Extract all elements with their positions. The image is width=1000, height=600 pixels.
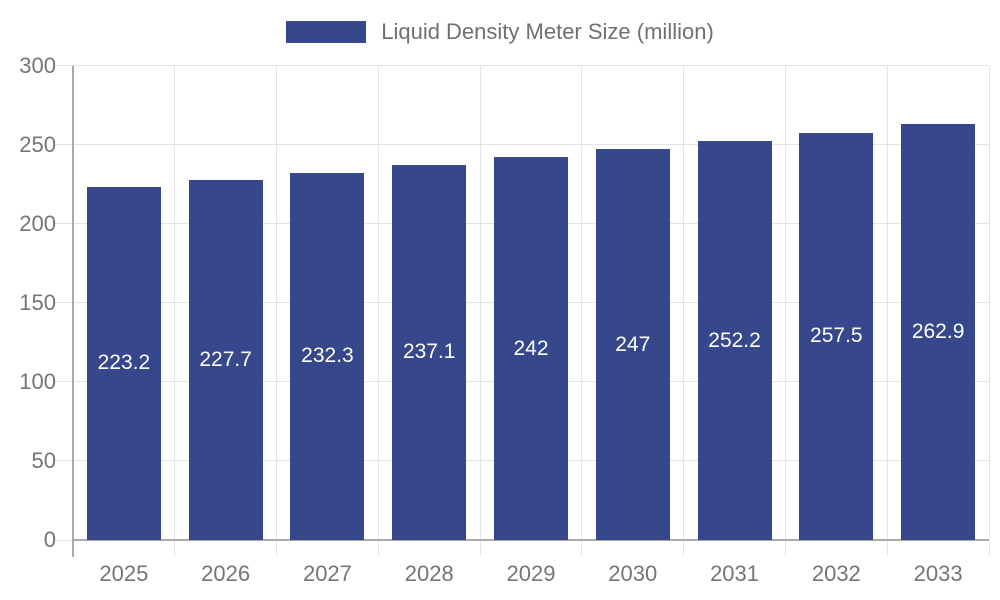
bar (188, 179, 263, 540)
bar-value-label: 237.1 (402, 340, 456, 364)
x-tick-label: 2033 (913, 561, 963, 586)
y-tick-label: 100 (19, 368, 56, 394)
x-tick-label: 2031 (710, 561, 760, 586)
gridline-v (988, 65, 990, 540)
axis-tick (479, 540, 481, 556)
axis-tick (784, 540, 786, 556)
axis-tick (174, 540, 176, 556)
x-tick-label: 2026 (201, 561, 251, 586)
bar-value-label: 262.9 (911, 320, 965, 344)
y-axis-line (72, 65, 74, 557)
x-axis-line (73, 539, 989, 541)
x-tick-label: 2029 (506, 561, 556, 586)
legend-label: Liquid Density Meter Size (million) (381, 19, 714, 44)
y-tick-label: 50 (31, 447, 56, 473)
bar (595, 149, 670, 540)
bar-value-label: 223.2 (97, 351, 151, 375)
y-tick-label: 250 (19, 131, 56, 157)
gridline-v (276, 65, 278, 540)
bar (799, 132, 874, 540)
legend: Liquid Density Meter Size (million) (0, 20, 1000, 44)
bar (86, 186, 161, 540)
gridline-v (886, 65, 888, 540)
bar-value-label: 252.2 (708, 328, 761, 352)
bar-value-label: 227.7 (199, 347, 252, 371)
axis-tick (683, 540, 685, 556)
gridline-h (55, 539, 73, 541)
gridline-v (479, 65, 481, 540)
gridline-v (784, 65, 786, 540)
bar (392, 164, 467, 540)
x-tick-label: 2032 (811, 561, 861, 586)
y-tick-label: 150 (19, 289, 56, 315)
bar-value-label: 242 (513, 336, 549, 360)
x-tick-label: 2030 (608, 561, 658, 586)
legend-swatch (286, 21, 367, 43)
axis-tick (988, 540, 990, 556)
x-tick-label: 2025 (99, 561, 149, 586)
gridline-h (55, 144, 989, 146)
bar-value-label: 247 (615, 332, 651, 356)
gridline-h (55, 65, 989, 66)
bar (290, 172, 365, 540)
y-tick-label: 0 (43, 527, 56, 552)
gridline-v (174, 65, 176, 540)
gridline-v (377, 65, 379, 540)
gridline-v (683, 65, 685, 540)
bar (901, 124, 976, 540)
bar-value-label: 257.5 (810, 324, 863, 348)
x-tick-label: 2028 (404, 561, 454, 586)
axis-tick (581, 540, 583, 556)
axis-tick (276, 540, 278, 556)
axis-tick (377, 540, 379, 556)
axis-tick (886, 540, 888, 556)
bar (697, 141, 772, 540)
bar-value-label: 232.3 (301, 344, 354, 368)
y-tick-label: 200 (19, 210, 56, 236)
y-tick-label: 300 (19, 52, 56, 78)
bar (494, 157, 568, 540)
x-tick-label: 2027 (302, 561, 352, 586)
gridline-v (581, 65, 583, 540)
